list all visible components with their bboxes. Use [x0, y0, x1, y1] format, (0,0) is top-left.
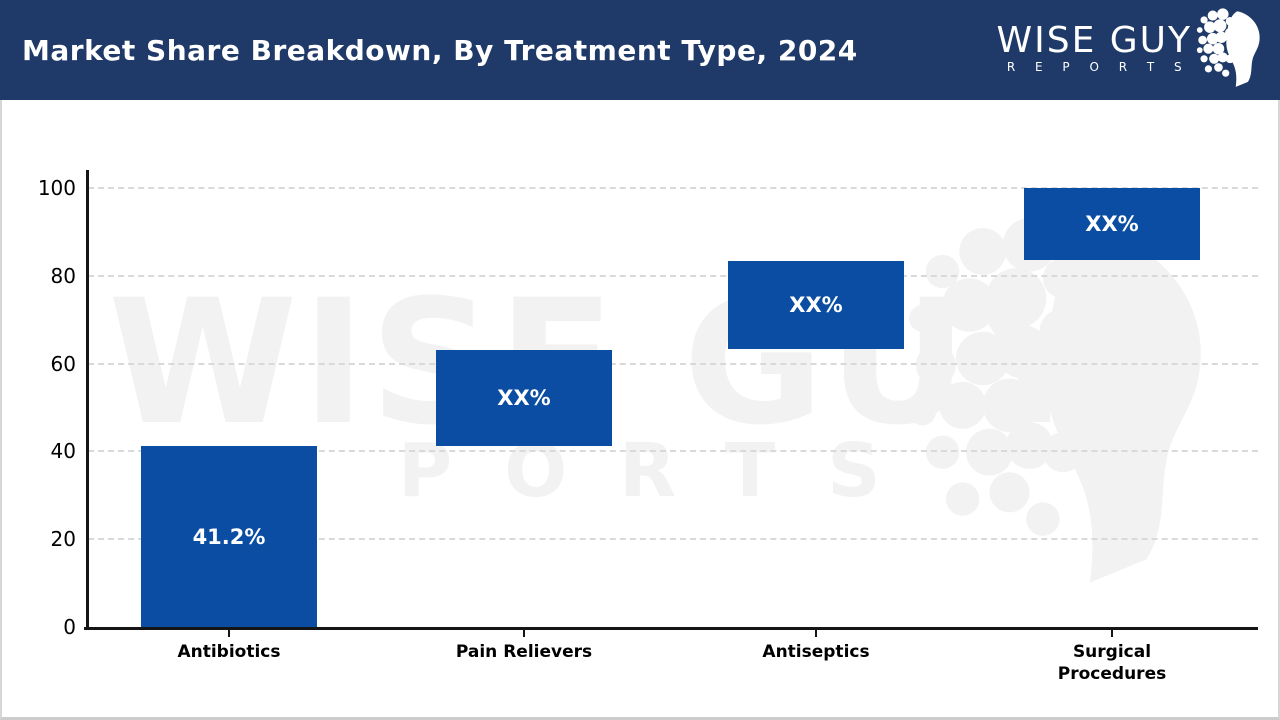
bar-surgical-procedures: XX%	[1024, 188, 1200, 260]
bar-antiseptics: XX%	[728, 260, 904, 349]
x-axis-tick	[228, 630, 230, 637]
bar-antibiotics: 41.2%	[141, 446, 317, 627]
canvas-border	[0, 100, 1280, 720]
bar-value-label: XX%	[1085, 211, 1139, 236]
y-axis-tick-label: 40	[50, 439, 76, 464]
wise-guy-logo: WISE GUY R E P O R T S	[997, 6, 1267, 90]
logo-name: WISE GUY	[996, 19, 1192, 61]
header-band: Market Share Breakdown, By Treatment Typ…	[0, 0, 1280, 100]
x-axis-category-label: Pain Relievers	[455, 642, 593, 662]
x-axis-tick	[1111, 630, 1113, 637]
y-axis-tick-label: 100	[37, 176, 76, 200]
y-axis-tick-label: 60	[50, 351, 76, 376]
y-axis-line	[86, 170, 89, 630]
logo-subtitle: R E P O R T S	[1006, 60, 1190, 75]
bar-value-label: 41.2%	[192, 524, 266, 549]
y-axis-tick-label: 20	[50, 527, 76, 552]
x-axis-category-label: Antiseptics	[762, 642, 870, 662]
bar-pain-relievers: XX%	[436, 349, 612, 447]
logo-text: WISE GUY R E P O R T S	[996, 19, 1193, 75]
x-axis-line	[84, 627, 1258, 630]
x-axis-category-label: Antibiotics	[177, 642, 281, 662]
gridline	[88, 362, 1258, 365]
y-axis-tick-label: 80	[50, 263, 76, 288]
watermark-dotted-head	[909, 218, 1201, 583]
chart-title: Market Share Breakdown, By Treatment Typ…	[22, 33, 858, 67]
gridline	[88, 274, 1258, 277]
gridline	[88, 450, 1258, 453]
y-axis-tick-label: 0	[63, 615, 76, 639]
x-axis-tick	[523, 630, 525, 637]
x-axis-category-label: Surgical Procedures	[1057, 642, 1167, 685]
bar-value-label: XX%	[789, 292, 843, 317]
x-axis-tick	[815, 630, 817, 637]
bar-value-label: XX%	[497, 385, 551, 410]
dotted-head-icon	[1196, 8, 1260, 87]
gridline	[88, 538, 1258, 541]
gridline	[88, 187, 1258, 189]
